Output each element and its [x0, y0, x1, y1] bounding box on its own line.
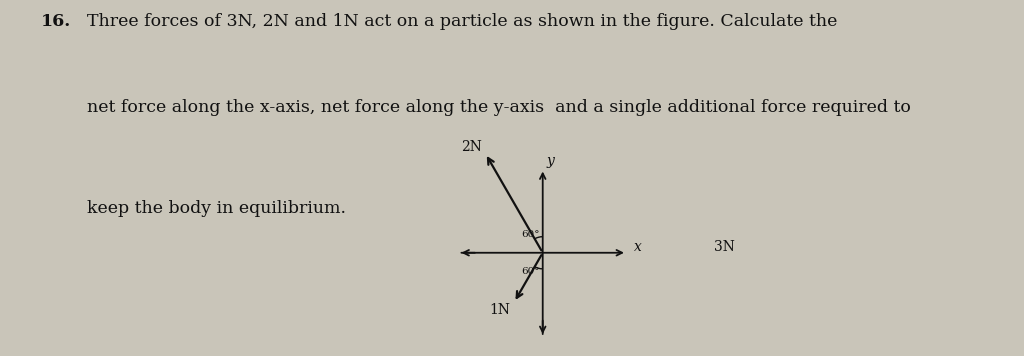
Text: 16.: 16. [41, 13, 72, 30]
Text: 60°: 60° [521, 267, 540, 276]
Text: x: x [635, 240, 642, 253]
Text: 1N: 1N [489, 303, 511, 317]
Text: keep the body in equilibrium.: keep the body in equilibrium. [87, 200, 346, 217]
Text: Three forces of 3N, 2N and 1N act on a particle as shown in the figure. Calculat: Three forces of 3N, 2N and 1N act on a p… [87, 13, 838, 30]
Text: 60°: 60° [521, 230, 540, 239]
Text: 2N: 2N [461, 140, 482, 154]
Text: net force along the x-axis, net force along the y-axis  and a single additional : net force along the x-axis, net force al… [87, 99, 911, 116]
Text: 3N: 3N [715, 240, 735, 255]
Text: y: y [547, 154, 554, 168]
